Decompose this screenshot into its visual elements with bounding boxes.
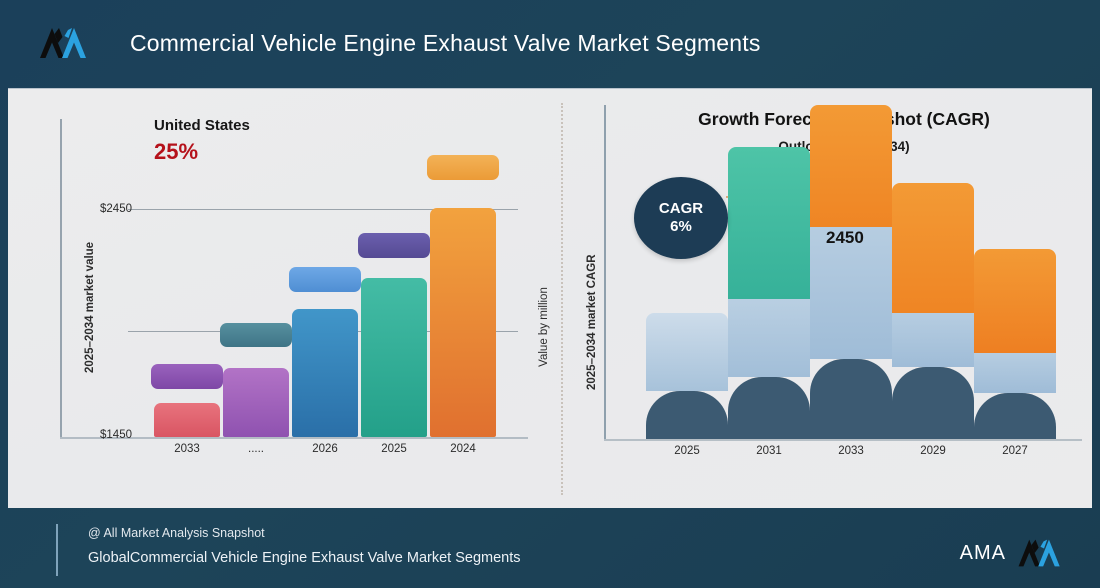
stacked-bar-2029	[892, 183, 974, 439]
x-label-2024: 2024	[450, 443, 476, 455]
bar-2024	[430, 208, 496, 437]
panel-divider	[561, 103, 563, 495]
stacked-bar-2033	[810, 105, 892, 439]
bar-cap-2026	[289, 267, 361, 292]
divider-caption-left: Value by million	[538, 287, 550, 367]
page-title: Commercial Vehicle Engine Exhaust Valve …	[130, 29, 761, 56]
x-label-2029: 2029	[920, 445, 946, 457]
bar-cap-2024	[427, 155, 499, 180]
stacked-bar-2025	[646, 313, 728, 439]
segment-mid	[892, 313, 974, 367]
right-stacked-bar-chart: Growth Forecast Snapshot (CAGR) Outlook …	[604, 103, 1084, 495]
segment-mid	[810, 227, 892, 359]
bar-2033	[154, 403, 220, 437]
ama-mountain-logo-icon	[40, 28, 86, 58]
bar-cap-dots	[220, 323, 292, 347]
bar-2025	[361, 278, 427, 437]
x-label-2033: 2033	[174, 443, 200, 455]
x-label-2025: 2025	[381, 443, 407, 455]
bar-dots	[223, 368, 289, 437]
segment-base	[646, 391, 728, 439]
segment-mid	[974, 353, 1056, 393]
left-y-axis-caption: 2025–2034 market value	[84, 241, 96, 373]
stacked-bar-2031	[728, 147, 810, 439]
footer-brand: AMA	[960, 536, 1064, 570]
segment-top	[892, 183, 974, 313]
footer-source-text: @ All Market Analysis Snapshot	[88, 526, 265, 540]
cagr-badge-label: CAGR	[658, 199, 704, 217]
divider-caption-right: 2025–2034 market CAGR	[586, 254, 598, 390]
segment-base	[892, 367, 974, 439]
segment-base	[810, 359, 892, 439]
x-label-dots: .....	[248, 443, 264, 455]
footer-accent-rule	[56, 524, 58, 576]
bar-2026	[292, 309, 358, 437]
right-chart-y-axis	[604, 105, 606, 439]
footer-subject-text: GlobalCommercial Vehicle Engine Exhaust …	[88, 550, 521, 566]
segment-top	[974, 249, 1056, 353]
segment-base	[974, 393, 1056, 439]
y-tick-low: $1450	[100, 429, 132, 441]
footer-bar: @ All Market Analysis Snapshot GlobalCom…	[0, 508, 1100, 588]
segment-base	[728, 377, 810, 439]
ama-mountain-logo-icon	[1018, 539, 1060, 567]
right-chart-x-axis	[604, 439, 1082, 441]
region-label: United States	[154, 117, 250, 134]
bar-cap-2033	[151, 364, 223, 389]
region-percent: 25%	[154, 139, 199, 164]
gridline-upper	[128, 209, 518, 210]
segment-mid	[728, 299, 810, 377]
header-bar: Commercial Vehicle Engine Exhaust Valve …	[0, 0, 1100, 86]
x-label-2027: 2027	[1002, 445, 1028, 457]
segment-top	[810, 105, 892, 227]
segment-top	[728, 147, 810, 299]
x-label-2025: 2025	[674, 445, 700, 457]
y-tick-high: $2450	[100, 203, 132, 215]
content-panel: $2450 $1450 United States 25% 2033 .....…	[8, 88, 1092, 508]
x-label-2026: 2026	[312, 443, 338, 455]
left-chart-x-axis	[60, 437, 528, 439]
cagr-badge: CAGR 6%	[634, 177, 728, 259]
cagr-badge-value: 6%	[670, 218, 692, 235]
left-bar-chart: $2450 $1450 United States 25% 2033 .....…	[54, 111, 534, 486]
left-chart-y-axis	[60, 119, 62, 439]
stacked-bar-2027	[974, 249, 1056, 439]
footer-brand-text: AMA	[959, 541, 1006, 564]
segment-mid	[646, 313, 728, 391]
x-label-2031: 2031	[756, 445, 782, 457]
value-callout: 2450	[826, 228, 864, 247]
bar-cap-2025	[358, 233, 430, 258]
x-label-2033: 2033	[838, 445, 864, 457]
